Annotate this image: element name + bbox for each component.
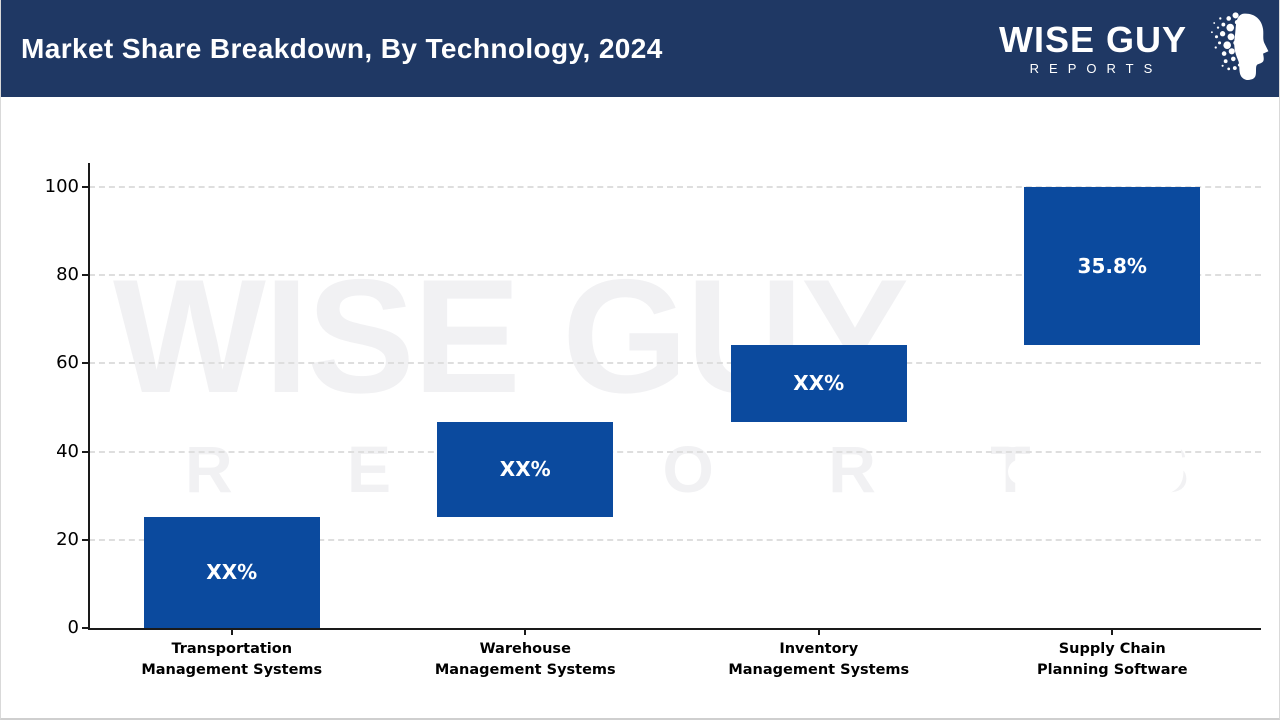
- logo-subtext: REPORTS: [1029, 61, 1163, 76]
- bar-value-label: XX%: [206, 560, 258, 585]
- y-tick-label: 20: [56, 528, 79, 550]
- x-tick-mark: [1111, 628, 1114, 635]
- bar-value-label: XX%: [793, 371, 845, 396]
- brand-logo: WISE GUY REPORTS: [999, 3, 1273, 95]
- bar-segment: XX%: [437, 421, 614, 517]
- x-tick-mark: [524, 628, 527, 635]
- y-axis-line: [88, 163, 90, 630]
- page-title: Market Share Breakdown, By Technology, 2…: [21, 32, 663, 64]
- y-tick-mark: [82, 627, 89, 629]
- y-tick-mark: [82, 538, 89, 541]
- y-tick-mark: [82, 362, 89, 365]
- gridline: [89, 186, 1261, 188]
- category-label: Transportation Management Systems: [141, 641, 323, 678]
- x-tick-mark: [230, 628, 233, 635]
- x-tick-mark: [817, 628, 820, 635]
- gridline: [89, 362, 1261, 365]
- bar-segment: 35.8%: [1024, 187, 1201, 345]
- bar-value-label: 35.8%: [1077, 253, 1147, 278]
- y-tick-label: 60: [56, 352, 79, 374]
- y-tick-mark: [82, 450, 89, 453]
- y-tick-label: 100: [44, 176, 79, 197]
- gridline: [89, 274, 1261, 277]
- category-label: Inventory Management Systems: [728, 641, 910, 678]
- gridline: [89, 450, 1261, 453]
- category-label: Supply Chain Planning Software: [1036, 641, 1188, 678]
- x-axis-line: [88, 628, 1261, 630]
- brand-logo-text: WISE GUY REPORTS: [998, 19, 1187, 76]
- bar-value-label: XX%: [499, 457, 551, 482]
- header: Market Share Breakdown, By Technology, 2…: [1, 0, 1279, 97]
- bar-segment: XX%: [730, 344, 907, 422]
- y-tick-mark: [82, 186, 89, 188]
- gridline: [89, 538, 1261, 541]
- y-tick-label: 80: [56, 264, 79, 286]
- logo-wordmark: WISE GUY: [998, 19, 1187, 60]
- y-tick-mark: [82, 274, 89, 277]
- y-tick-label: 40: [56, 440, 79, 462]
- y-tick-label: 0: [67, 617, 79, 638]
- category-label: Warehouse Management Systems: [434, 641, 616, 678]
- logo-head-icon: [1210, 11, 1269, 80]
- bar-segment: XX%: [143, 516, 320, 628]
